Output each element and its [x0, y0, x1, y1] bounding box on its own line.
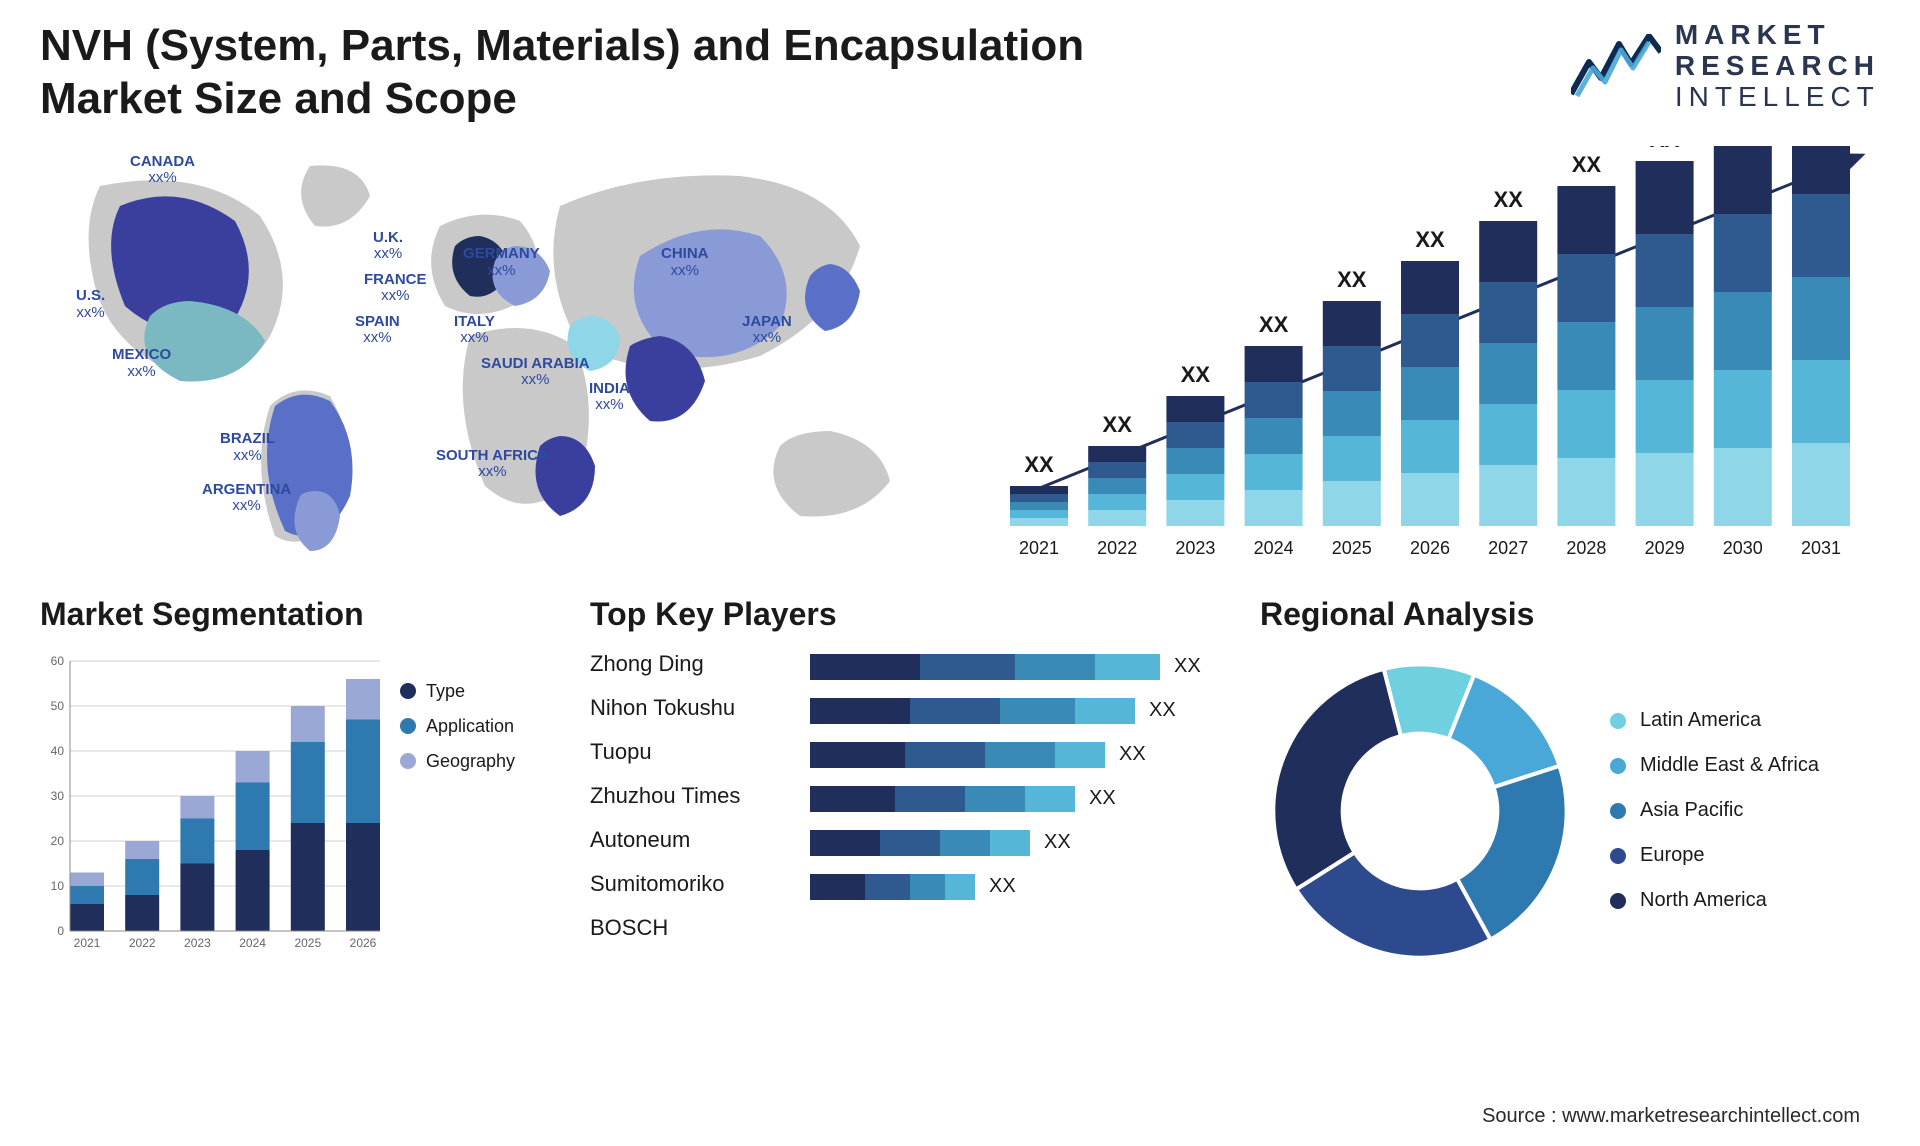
- player-name: Nihon Tokushu: [590, 695, 790, 721]
- logo-text: MARKET RESEARCH INTELLECT: [1675, 20, 1880, 112]
- map-label-u-k-: U.K.xx%: [373, 230, 403, 263]
- logo-line1: MARKET: [1675, 20, 1880, 51]
- svg-text:XX: XX: [1024, 452, 1054, 477]
- svg-text:XX: XX: [1494, 187, 1524, 212]
- player-bar-row: XX: [810, 786, 1230, 812]
- map-label-italy: ITALYxx%: [454, 314, 495, 347]
- seg-legend-type: Type: [400, 681, 515, 702]
- svg-text:XX: XX: [1103, 412, 1133, 437]
- player-bar-row: XX: [810, 874, 1230, 900]
- top-row: CANADAxx% U.S.xx%MEXICOxx% BRAZILxx% ARGENT…: [40, 146, 1880, 566]
- svg-text:2026: 2026: [350, 936, 377, 950]
- player-bar-row: XX: [810, 742, 1230, 768]
- svg-text:2025: 2025: [294, 936, 321, 950]
- player-name: BOSCH: [590, 915, 790, 941]
- brand-logo: MARKET RESEARCH INTELLECT: [1571, 20, 1880, 112]
- world-map-panel: CANADAxx% U.S.xx%MEXICOxx% BRAZILxx% ARGENT…: [40, 146, 940, 566]
- segmentation-panel: Market Segmentation 0 10 20 30 40 50 60 2021 202…: [40, 596, 560, 971]
- map-label-germany: GERMANYxx%: [463, 246, 540, 279]
- players-names: Zhong Ding Nihon Tokushu Tuopu Zhuzhou Time…: [590, 651, 790, 941]
- svg-text:2027: 2027: [1488, 538, 1528, 558]
- regional-legend-item: Latin America: [1610, 709, 1819, 732]
- map-label-argentina: ARGENTINAxx%: [202, 482, 291, 515]
- regional-legend: Latin America Middle East & Africa Asia Pa…: [1610, 709, 1819, 912]
- svg-text:XX: XX: [1181, 362, 1211, 387]
- header: NVH (System, Parts, Materials) and Encap…: [40, 20, 1880, 126]
- svg-text:2024: 2024: [239, 936, 266, 950]
- svg-text:2024: 2024: [1254, 538, 1294, 558]
- svg-text:2026: 2026: [1410, 538, 1450, 558]
- player-bar-row: XX: [810, 698, 1230, 724]
- svg-text:2031: 2031: [1801, 538, 1841, 558]
- players-title: Top Key Players: [590, 596, 1230, 633]
- svg-text:20: 20: [51, 834, 65, 848]
- svg-text:50: 50: [51, 699, 65, 713]
- regional-legend-item: Europe: [1610, 844, 1819, 867]
- map-label-spain: SPAINxx%: [355, 314, 400, 347]
- segmentation-title: Market Segmentation: [40, 596, 560, 633]
- map-label-brazil: BRAZILxx%: [220, 431, 275, 464]
- source-attribution: Source : www.marketresearchintellect.com: [1482, 1105, 1860, 1128]
- svg-text:XX: XX: [1572, 152, 1602, 177]
- player-name: Tuopu: [590, 739, 790, 765]
- svg-text:2023: 2023: [1175, 538, 1215, 558]
- logo-line2: RESEARCH: [1675, 51, 1880, 82]
- map-label-india: INDIAxx%: [589, 381, 630, 414]
- logo-icon: [1571, 34, 1661, 98]
- player-bar-row: XX: [810, 830, 1230, 856]
- svg-text:2021: 2021: [1019, 538, 1059, 558]
- regional-donut: [1260, 651, 1580, 971]
- players-panel: Top Key Players Zhong Ding Nihon Tokushu T…: [590, 596, 1230, 971]
- svg-text:60: 60: [51, 654, 65, 668]
- svg-text:2022: 2022: [1097, 538, 1137, 558]
- map-label-u-s-: U.S.xx%: [76, 288, 105, 321]
- svg-text:40: 40: [51, 744, 65, 758]
- svg-text:2021: 2021: [74, 936, 101, 950]
- svg-text:XX: XX: [1337, 267, 1367, 292]
- svg-text:XX: XX: [1650, 146, 1680, 152]
- svg-text:2030: 2030: [1723, 538, 1763, 558]
- player-name: Zhong Ding: [590, 651, 790, 677]
- player-name: Autoneum: [590, 827, 790, 853]
- svg-text:XX: XX: [1415, 227, 1445, 252]
- svg-text:2023: 2023: [184, 936, 211, 950]
- segmentation-legend: Type Application Geography: [400, 651, 515, 951]
- growth-chart: XX 2021 XX 2022 XX 2023 XX 2024 XX 2025 XX 2026 XX 20…: [980, 146, 1880, 566]
- map-label-south-africa: SOUTH AFRICAxx%: [436, 448, 549, 481]
- logo-line3: INTELLECT: [1675, 82, 1880, 113]
- svg-text:0: 0: [57, 924, 64, 938]
- map-label-saudi-arabia: SAUDI ARABIAxx%: [481, 356, 590, 389]
- regional-legend-item: Middle East & Africa: [1610, 754, 1819, 777]
- regional-legend-item: Asia Pacific: [1610, 799, 1819, 822]
- svg-text:10: 10: [51, 879, 65, 893]
- map-label-france: FRANCExx%: [364, 272, 427, 305]
- map-label-japan: JAPANxx%: [742, 314, 792, 347]
- players-bars: XX XX XX XX XX XX: [810, 651, 1230, 941]
- player-name: Sumitomoriko: [590, 871, 790, 897]
- map-label-canada: CANADAxx%: [130, 154, 195, 187]
- svg-text:2025: 2025: [1332, 538, 1372, 558]
- page-title: NVH (System, Parts, Materials) and Encap…: [40, 20, 1140, 126]
- player-bar-row: XX: [810, 654, 1230, 680]
- seg-legend-geography: Geography: [400, 751, 515, 772]
- segmentation-chart: 0 10 20 30 40 50 60 2021 2022 2023 2024 2025 2026: [40, 651, 380, 951]
- seg-legend-application: Application: [400, 716, 515, 737]
- bottom-row: Market Segmentation 0 10 20 30 40 50 60 2021 202…: [40, 596, 1880, 971]
- svg-text:2028: 2028: [1566, 538, 1606, 558]
- map-label-mexico: MEXICOxx%: [112, 347, 171, 380]
- svg-text:2029: 2029: [1645, 538, 1685, 558]
- svg-text:30: 30: [51, 789, 65, 803]
- svg-text:XX: XX: [1259, 312, 1289, 337]
- regional-legend-item: North America: [1610, 889, 1819, 912]
- regional-panel: Regional Analysis Latin America Middle Ea…: [1260, 596, 1880, 971]
- regional-title: Regional Analysis: [1260, 596, 1880, 633]
- svg-text:2022: 2022: [129, 936, 156, 950]
- player-name: Zhuzhou Times: [590, 783, 790, 809]
- map-label-china: CHINAxx%: [661, 246, 709, 279]
